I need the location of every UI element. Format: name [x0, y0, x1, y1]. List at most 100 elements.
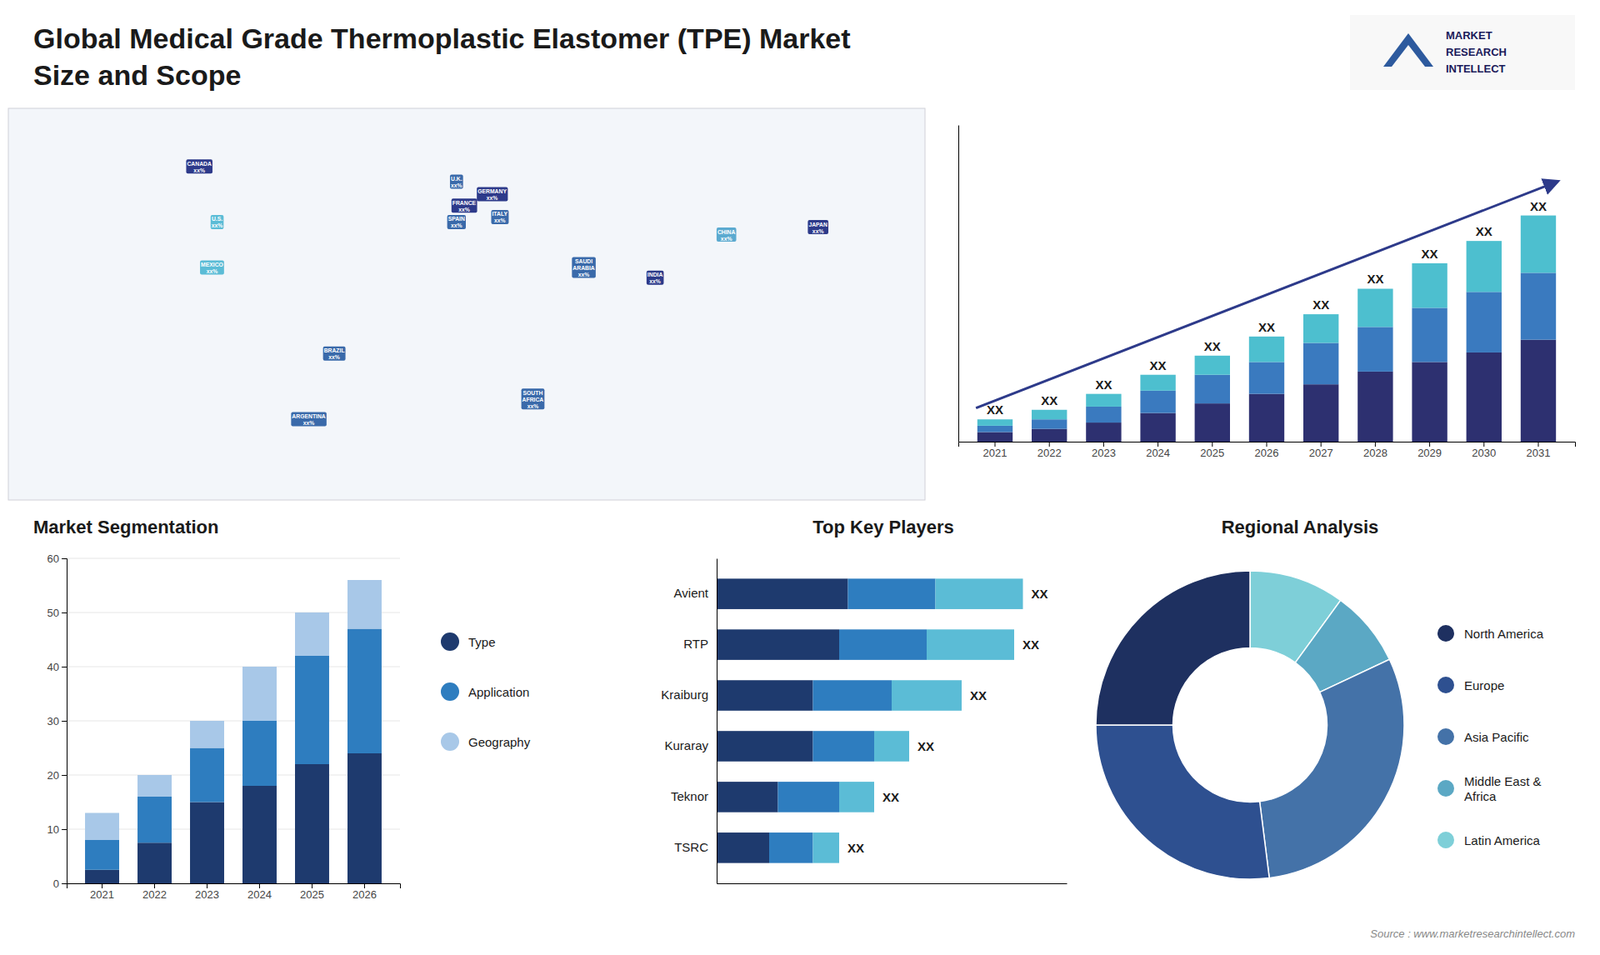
- bar: [1303, 384, 1339, 442]
- tick-mark: [995, 441, 996, 447]
- x-axis: [717, 883, 1068, 885]
- chart-title: Regional Analysis: [1221, 516, 1380, 538]
- tick-mark: [1375, 441, 1376, 447]
- country-marker: [646, 270, 665, 285]
- grid: [66, 558, 400, 884]
- x-tick: 2031: [1526, 441, 1551, 460]
- country-label: SAUDIARABIAxx%: [572, 258, 595, 278]
- bar: [242, 666, 277, 721]
- legend-label: Latin America: [1464, 833, 1541, 848]
- x-tick: 2028: [1363, 441, 1388, 460]
- bar: [1520, 272, 1556, 340]
- text-line: Africa: [1464, 789, 1497, 804]
- data-label: XX: [970, 688, 987, 703]
- bar: [977, 425, 1013, 433]
- tick-mark: [61, 666, 67, 668]
- bar: [347, 580, 382, 630]
- y-tick-label: 50: [47, 606, 60, 620]
- plot-area: [85, 580, 382, 884]
- bar: [1085, 394, 1121, 407]
- text-line: Asia Pacific: [1464, 730, 1530, 745]
- axis-line: [67, 884, 401, 890]
- country-label: CHINAxx%: [717, 228, 736, 241]
- y-tick: 30: [47, 715, 67, 728]
- bar: [839, 781, 875, 813]
- bar: [716, 730, 814, 762]
- data-label: XX: [1150, 358, 1167, 373]
- tick-mark: [1429, 441, 1430, 447]
- x-tick: 2021: [90, 883, 115, 901]
- tick-mark: [61, 558, 67, 560]
- text-line: xx%: [578, 271, 590, 278]
- map-frame: [8, 108, 925, 500]
- country-marker: [716, 227, 737, 242]
- text-line: Latin America: [1464, 833, 1541, 848]
- country-marker: [210, 215, 225, 230]
- data-label: XX: [1312, 297, 1330, 312]
- text-line: ARABIA: [572, 265, 595, 271]
- bar: [1195, 355, 1230, 375]
- y-tick-label: 30: [47, 715, 60, 728]
- text-line: xx%: [450, 181, 463, 188]
- y-tick-label: Kraiburg: [660, 687, 709, 702]
- bar: [1357, 288, 1393, 327]
- text-line: xx%: [649, 278, 661, 285]
- axis-line: [716, 559, 718, 885]
- tick-mark: [1320, 441, 1322, 447]
- text-line: AFRICA: [522, 395, 545, 402]
- country-label: SPAINxx%: [448, 215, 465, 229]
- map: CANADAxx%U.S.xx%MEXICOxx%BRAZILxx%ARGENT…: [8, 108, 925, 500]
- y-tick: TSRC: [674, 840, 717, 855]
- data-label: XX: [1421, 246, 1439, 261]
- bar: [1357, 326, 1393, 372]
- data-label: XX: [1031, 586, 1049, 601]
- tick-mark: [364, 883, 365, 889]
- tick-mark: [101, 883, 103, 889]
- x-tick: 2029: [1417, 441, 1442, 460]
- y-tick-label: 40: [47, 660, 60, 674]
- text-line: GERMANY: [477, 188, 507, 195]
- y-tick: 40: [47, 660, 67, 674]
- text-line: SAUDI: [575, 258, 593, 265]
- tick-mark: [1211, 441, 1213, 447]
- bar: [295, 612, 330, 656]
- bar: [137, 775, 172, 797]
- bar: [813, 832, 840, 864]
- x-tick-label: 2022: [1037, 446, 1062, 460]
- country-label: GERMANYxx%: [477, 188, 507, 201]
- legend-swatch: [440, 682, 460, 701]
- y-tick: 10: [47, 823, 67, 836]
- data-label: XX: [1022, 637, 1040, 652]
- x-tick: 2025: [1200, 441, 1225, 460]
- y-tick: Kuraray: [664, 738, 717, 753]
- text-line: MEXICO: [200, 261, 224, 268]
- bar: [242, 720, 277, 786]
- x-tick-label: 2023: [1091, 446, 1116, 460]
- trend-arrow: [975, 181, 1558, 409]
- bar: [1357, 371, 1393, 442]
- y-tick: 50: [47, 606, 67, 620]
- bar: [926, 629, 1015, 660]
- tick-mark: [61, 720, 67, 722]
- tick-mark: [311, 883, 313, 889]
- legend-swatch: [440, 732, 460, 751]
- tick-mark: [206, 883, 208, 889]
- country-marker: [490, 210, 509, 225]
- x-tick: 2024: [1145, 441, 1170, 460]
- logo-text: INTELLECT: [1445, 62, 1506, 75]
- country-marker: [571, 257, 596, 279]
- text-line: Middle East &: [1464, 774, 1542, 789]
- legend-swatch: [1437, 676, 1455, 694]
- x-tick: 2022: [142, 883, 167, 901]
- bar: [1303, 342, 1339, 385]
- text-line: xx%: [206, 268, 219, 275]
- x-tick: 2027: [1309, 441, 1334, 460]
- y-tick-label: 60: [47, 552, 60, 565]
- bar: [190, 748, 225, 803]
- text-line: xx%: [211, 222, 224, 229]
- bar: [716, 578, 849, 610]
- bar: [1466, 240, 1502, 292]
- bar: [891, 680, 962, 711]
- data-label: XX: [1095, 377, 1112, 392]
- y-tick-label: Avient: [674, 585, 710, 600]
